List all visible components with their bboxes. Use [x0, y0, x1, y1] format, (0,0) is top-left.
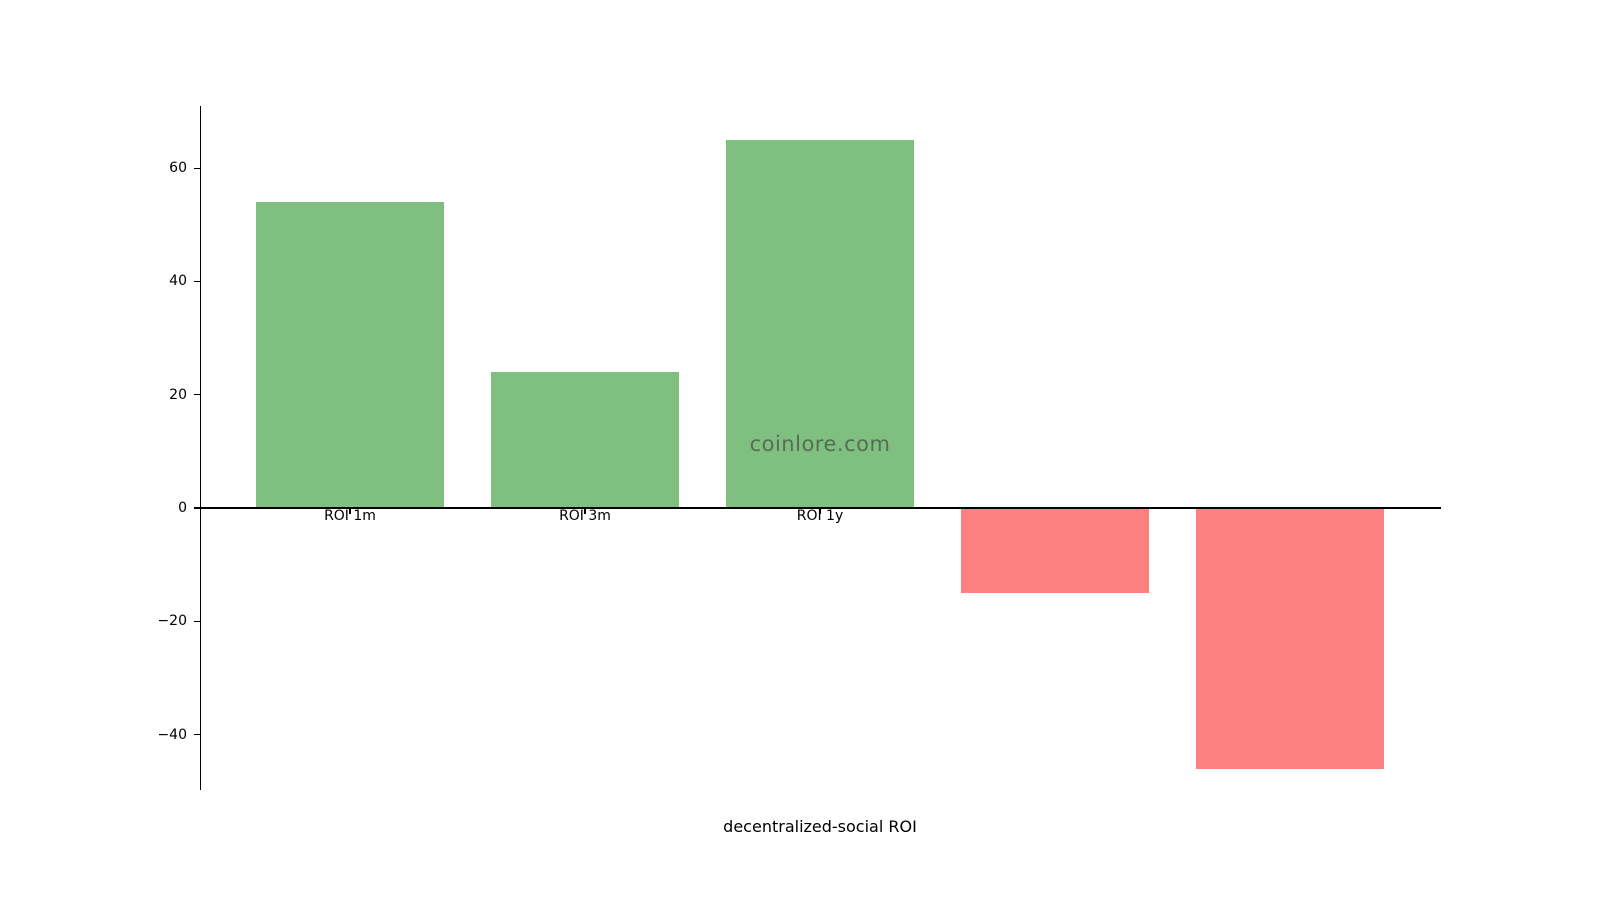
bar-roi-1m: [256, 202, 444, 508]
bar-roi-3m: [491, 372, 679, 508]
y-tick-mark: [193, 280, 200, 283]
y-tick-mark: [193, 394, 200, 396]
y-tick-label: 20: [169, 386, 187, 403]
y-axis-spine: [199, 106, 201, 790]
watermark-text: coinlore.com: [749, 432, 891, 456]
bar-unlabeled-4: [1196, 508, 1384, 769]
x-tick-mark: [349, 508, 351, 514]
y-tick-label: 40: [169, 273, 187, 290]
y-tick-label: 60: [169, 160, 187, 177]
bar-roi-1y: [726, 139, 914, 508]
y-tick-mark: [193, 507, 200, 509]
x-axis-title: decentralized-social ROI: [723, 817, 917, 836]
y-tick-label: −20: [157, 613, 187, 630]
x-tick-mark: [819, 508, 821, 514]
x-tick-label: ROI 1y: [796, 507, 844, 524]
x-tick-mark: [584, 508, 586, 514]
y-tick-mark: [193, 733, 200, 736]
x-tick-label: ROI 3m: [559, 507, 611, 524]
y-tick-mark: [193, 167, 200, 169]
y-tick-mark: [193, 620, 200, 622]
x-tick-label: ROI 1m: [324, 507, 376, 524]
y-tick-label: 0: [178, 500, 187, 516]
y-tick-label: −40: [157, 726, 187, 743]
bar-unlabeled-3: [961, 508, 1149, 593]
